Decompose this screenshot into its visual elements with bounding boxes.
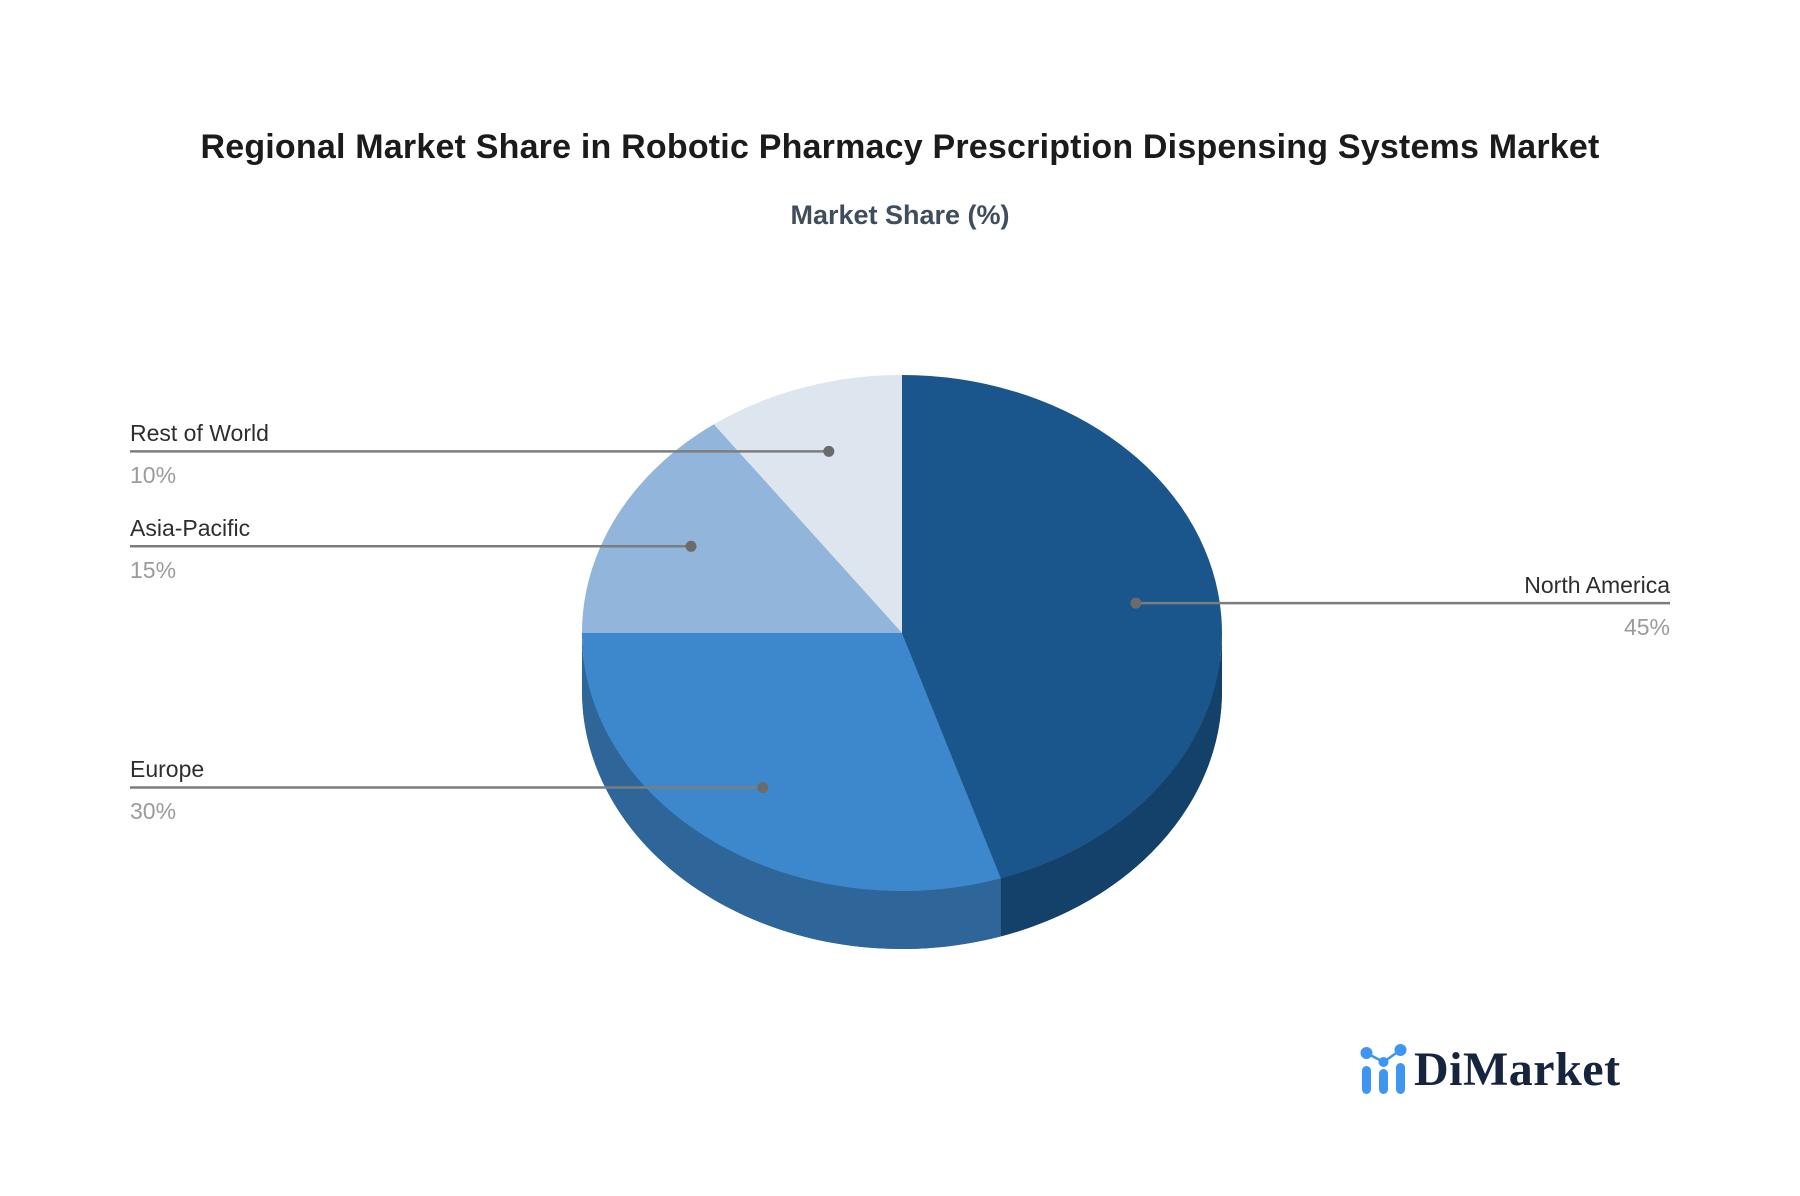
slice-percent-rest-of-world: 10% [130, 462, 177, 488]
logo-bars-icon [1360, 1044, 1407, 1094]
slice-label-north-america: North America [1524, 572, 1670, 598]
callout-dot-asia-pacific [685, 540, 697, 552]
pie-slice-rest-of-world [713, 375, 902, 633]
slice-percent-europe: 30% [130, 798, 177, 824]
slice-label-rest-of-world: Rest of World [130, 420, 269, 446]
slice-percent-north-america: 45% [1623, 614, 1670, 640]
pie-slice-side-europe [582, 633, 1001, 949]
pie-slice-side-north-america [1000, 633, 1222, 937]
slice-label-europe: Europe [130, 756, 205, 782]
callout-dot-north-america [1130, 597, 1142, 609]
brand-logo-text: DiMarket [1414, 1043, 1621, 1096]
brand-logo: DiMarket [1352, 1030, 1682, 1120]
chart-title: Regional Market Share in Robotic Pharmac… [200, 128, 1600, 166]
callout-dot-rest-of-world [823, 445, 835, 457]
callout-dot-europe [757, 782, 769, 793]
chart-subtitle: Market Share (%) [790, 200, 1010, 230]
pie-slice-europe [582, 633, 1001, 891]
pie-slice-north-america [902, 375, 1222, 879]
slice-percent-asia-pacific: 15% [130, 557, 177, 583]
slice-label-asia-pacific: Asia-Pacific [130, 515, 251, 541]
pie-slice-asia-pacific [582, 424, 902, 633]
